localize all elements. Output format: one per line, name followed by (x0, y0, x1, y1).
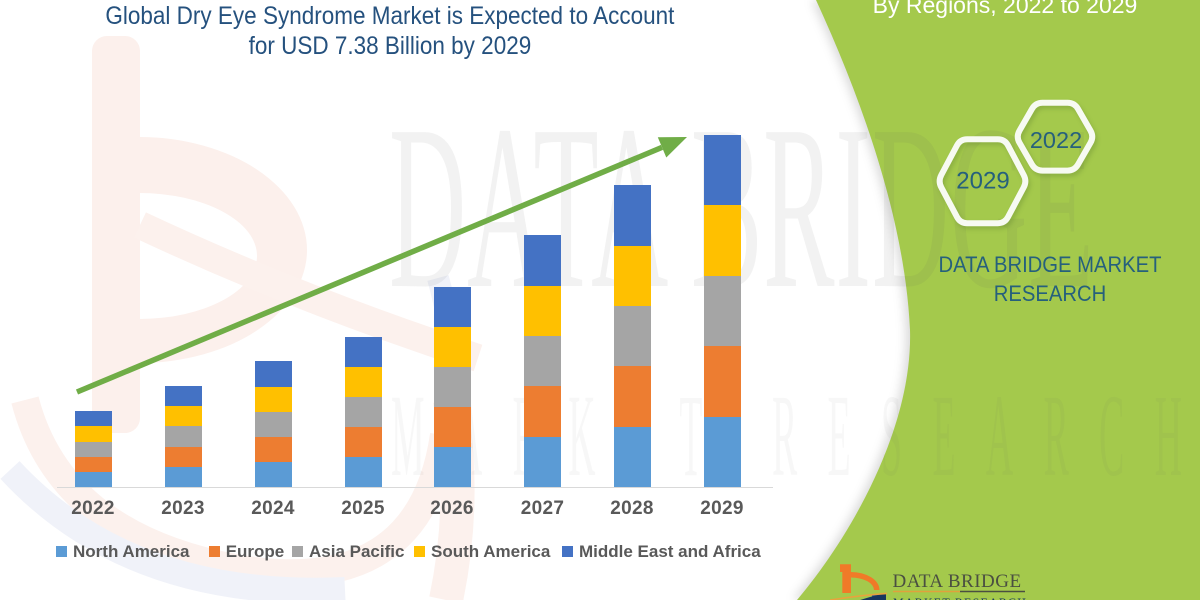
svg-text:2029: 2029 (956, 168, 1009, 195)
svg-text:MARKET RESEARCH: MARKET RESEARCH (893, 595, 1027, 600)
svg-text:DATA BRIDGE: DATA BRIDGE (893, 571, 1022, 592)
svg-text:2022: 2022 (1030, 127, 1082, 153)
